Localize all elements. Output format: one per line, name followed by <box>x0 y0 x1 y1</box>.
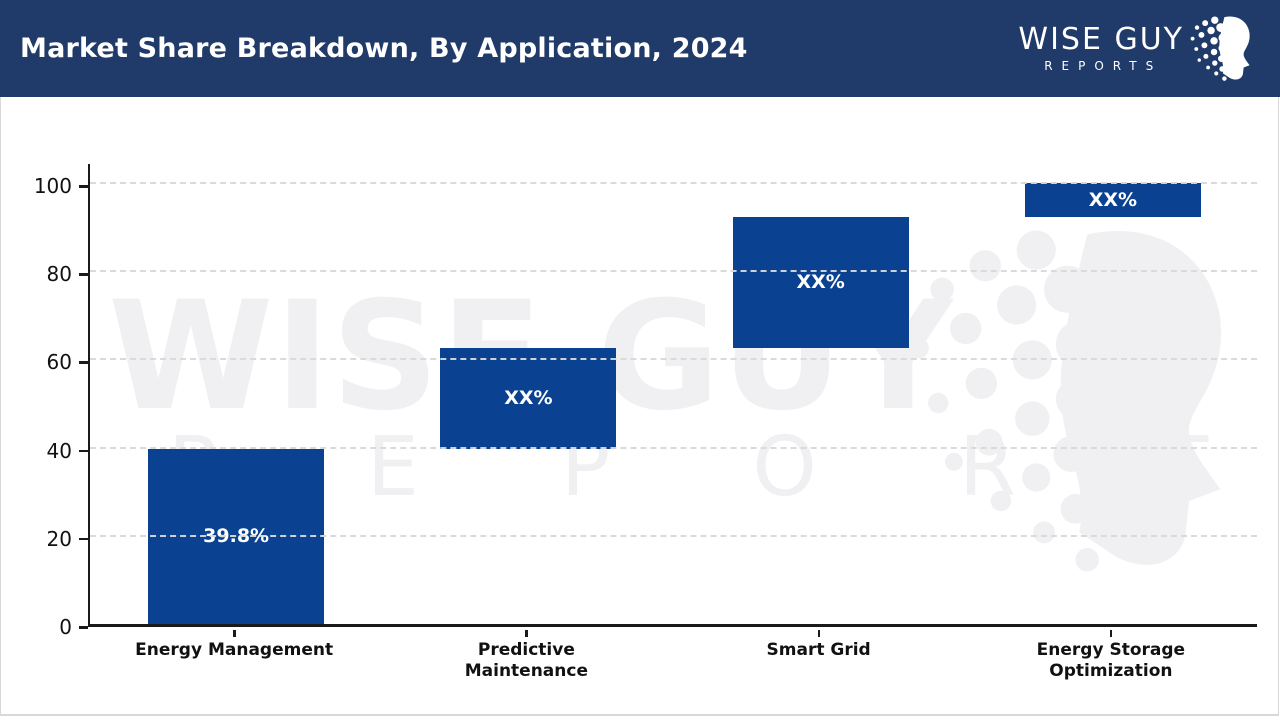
chart-area: WISE GUY R E P O R T S 39.8%XX%XX%XX% 02… <box>0 97 1280 720</box>
x-tick-mark <box>525 630 528 637</box>
x-category-label: Energy Management <box>135 640 334 660</box>
y-tick-mark <box>79 185 88 188</box>
brand-subtitle: REPORTS <box>1044 58 1163 73</box>
x-tick-mark <box>817 630 821 637</box>
gridline <box>90 270 1257 273</box>
gridline <box>90 358 1257 361</box>
bar-segment: XX% <box>1024 183 1201 218</box>
x-category-label: Energy Storage Optimization <box>1036 640 1186 682</box>
brand-logo-text: WISE GUY REPORTS <box>1018 21 1184 73</box>
bar-value-label: XX% <box>504 387 553 410</box>
page-title: Market Share Breakdown, By Application, … <box>20 33 748 64</box>
y-tick-mark <box>79 449 88 453</box>
x-tick-mark <box>233 630 236 637</box>
gridline <box>90 446 1257 449</box>
header-bar: Market Share Breakdown, By Application, … <box>0 0 1280 97</box>
y-tick-label: 20 <box>46 526 72 551</box>
bar-value-label: XX% <box>1088 189 1138 212</box>
brand-name: WISE GUY <box>1018 21 1184 57</box>
y-tick-label: 100 <box>33 174 72 199</box>
x-category-label: Smart Grid <box>766 640 871 660</box>
y-tick-label: 0 <box>59 615 72 639</box>
y-tick-mark <box>79 537 88 541</box>
brand-logo: WISE GUY REPORTS <box>1018 10 1254 88</box>
x-tick-mark <box>1109 630 1113 637</box>
y-tick-mark <box>79 361 88 364</box>
gridline <box>90 182 1257 185</box>
plot-area: 39.8% XX% XX% XX% <box>88 164 1257 627</box>
brand-face-icon <box>1190 15 1250 81</box>
y-tick-label: 60 <box>46 350 72 375</box>
gridline <box>90 534 1257 537</box>
x-category-label: Predictive Maintenance <box>464 640 588 682</box>
y-tick-mark <box>79 626 88 629</box>
bar-value-label: XX% <box>796 271 845 294</box>
y-tick-label: 40 <box>46 438 72 463</box>
y-tick-label: 80 <box>46 262 72 287</box>
bar-segment: XX% <box>732 217 909 348</box>
bar-segment: XX% <box>440 347 617 449</box>
y-tick-mark <box>79 273 88 276</box>
